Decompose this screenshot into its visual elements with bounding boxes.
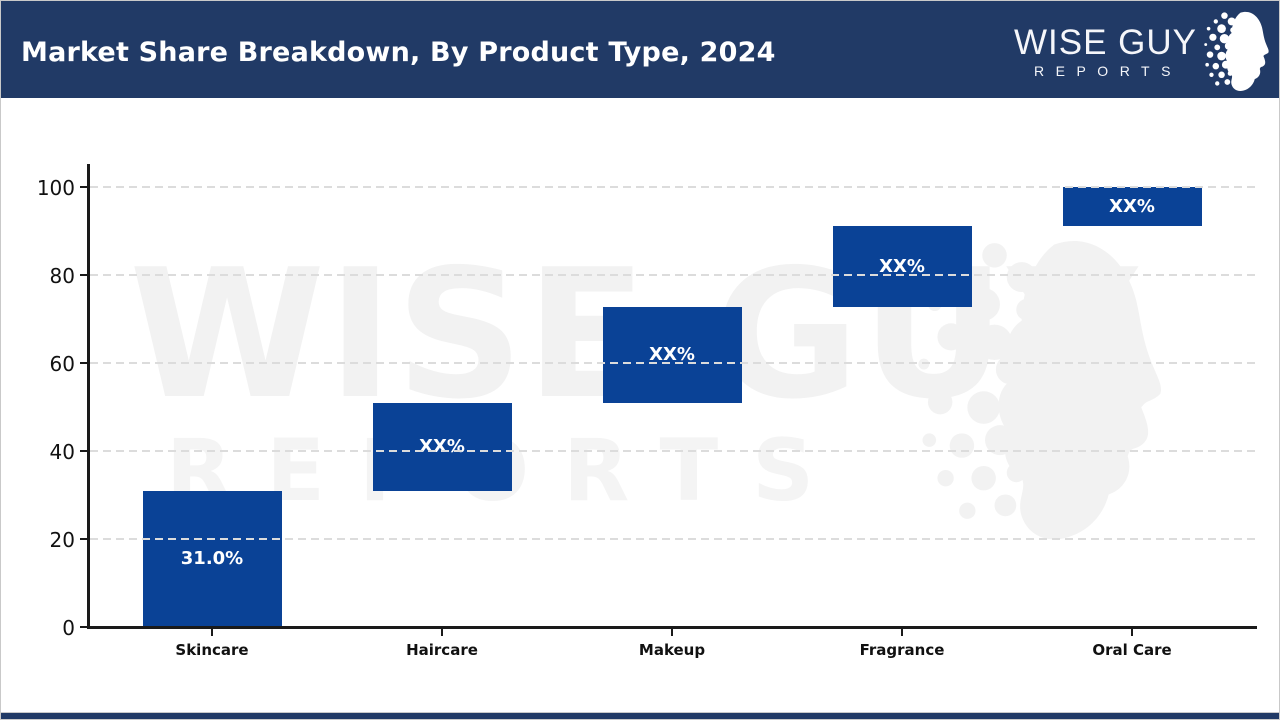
page-title: Market Share Breakdown, By Product Type,…: [21, 37, 776, 68]
bar-value-label: 31.0%: [180, 548, 244, 570]
brand-head-icon: [1204, 11, 1269, 92]
brand-logo-text: WISE GUY REPORTS: [1014, 25, 1197, 79]
header: Market Share Breakdown, By Product Type,…: [1, 1, 1279, 98]
bar-skincare: 31.0%: [142, 490, 282, 627]
y-tick-label: 60: [49, 352, 75, 376]
y-tick: [80, 626, 88, 628]
x-category-label: Haircare: [406, 641, 478, 659]
y-tick-label: 0: [62, 616, 75, 640]
x-tick: [441, 629, 443, 636]
bar-value-label: XX%: [879, 256, 925, 278]
y-tick-label: 100: [36, 176, 75, 200]
x-category-label: Fragrance: [859, 641, 945, 659]
chart-canvas: WISE GUY REPORTS 31.0%SkincareXX%Haircar…: [1, 98, 1279, 713]
x-category-label: Skincare: [175, 641, 249, 659]
x-tick: [901, 629, 903, 636]
brand-subtitle: REPORTS: [1034, 63, 1182, 79]
plot-area: 31.0% Skincare XX% Haircare XX% Makeup XX% Frag…: [1, 98, 1279, 713]
y-tick: [80, 450, 88, 452]
gridline-80: [90, 274, 1256, 276]
gridline-60: [90, 362, 1256, 364]
bar-value-label: XX%: [649, 344, 695, 366]
y-tick: [80, 186, 88, 188]
x-category-label: Makeup: [638, 641, 706, 659]
bar-value-label: XX%: [419, 436, 465, 458]
x-tick: [211, 629, 213, 636]
y-tick: [80, 538, 88, 540]
gridline-20: [90, 538, 1256, 540]
gridline-100: [90, 186, 1256, 188]
x-axis-line: [87, 626, 1257, 629]
bar-value-label: XX%: [1109, 196, 1155, 218]
y-tick: [80, 274, 88, 276]
x-tick: [671, 629, 673, 636]
y-tick-label: 20: [49, 528, 75, 552]
y-tick-label: 80: [49, 264, 75, 288]
brand-name: WISE GUY: [1013, 23, 1197, 62]
y-tick-label: 40: [49, 440, 75, 464]
y-axis-line: [87, 164, 90, 629]
gridline-40: [90, 450, 1256, 452]
x-category-label: Oral Care: [1092, 641, 1172, 659]
bar-oral-care: XX%: [1062, 187, 1202, 227]
brand-logo: WISE GUY REPORTS: [1014, 1, 1275, 98]
bar-fragrance: XX%: [832, 226, 972, 308]
x-tick: [1131, 629, 1133, 636]
bar-haircare: XX%: [372, 402, 512, 491]
footer-strip: [1, 712, 1279, 719]
y-tick: [80, 362, 88, 364]
bar-makeup: XX%: [602, 307, 742, 403]
